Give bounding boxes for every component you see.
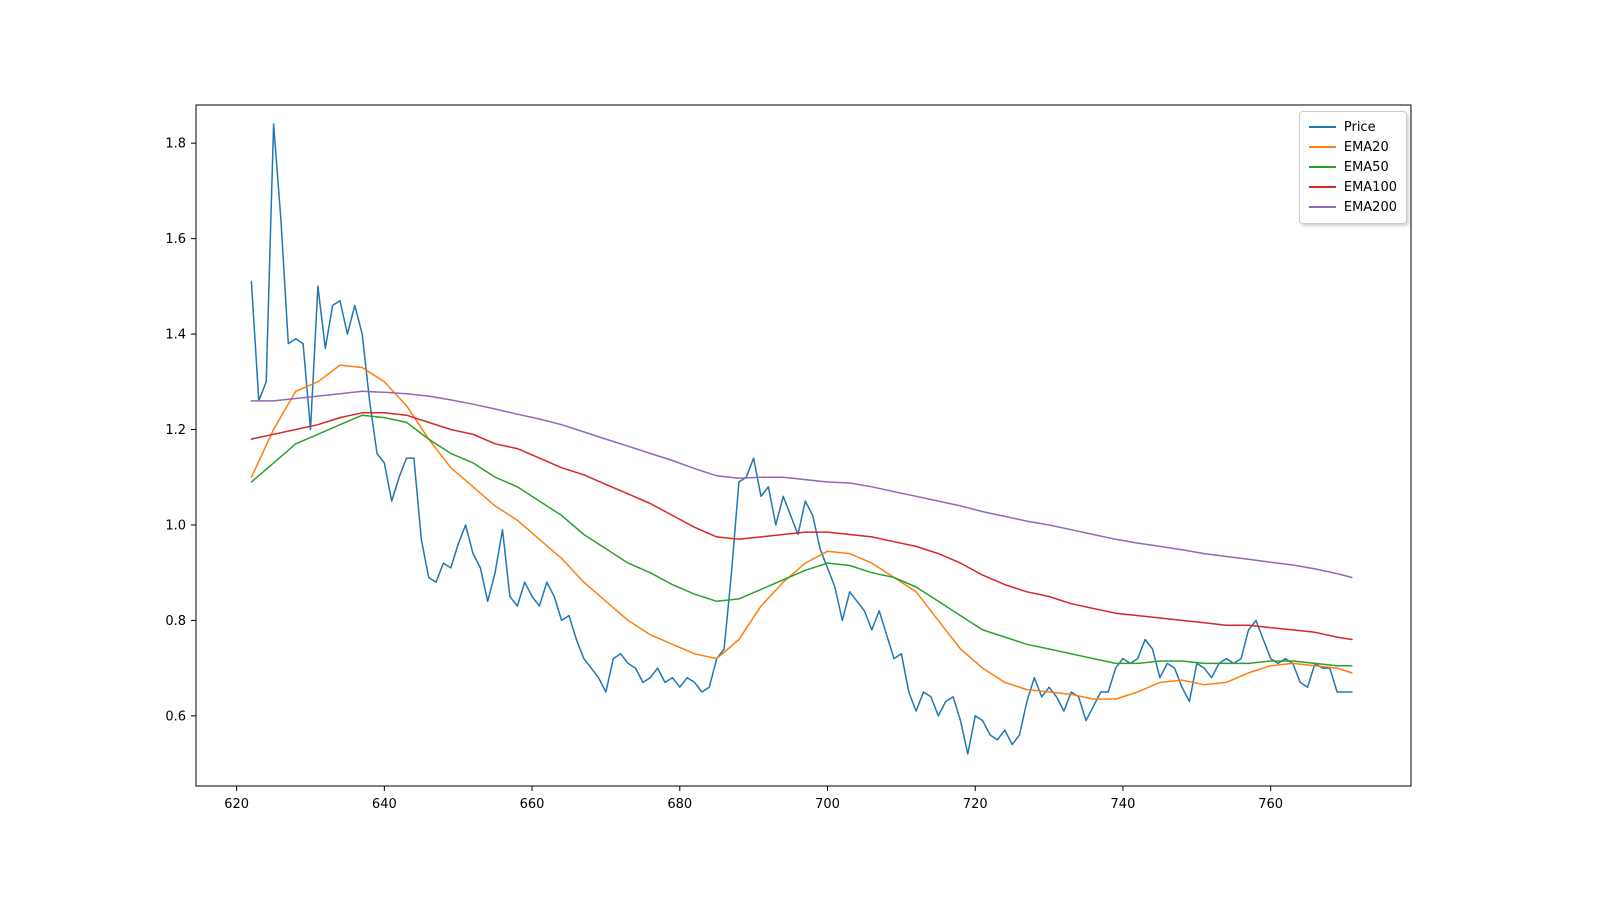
x-tick-label: 720 bbox=[963, 797, 988, 812]
legend-label-ema100: EMA100 bbox=[1343, 179, 1397, 195]
series-line-ema20 bbox=[250, 364, 1353, 700]
y-tick-label: 1.0 bbox=[165, 518, 186, 533]
legend-item-ema200: EMA200 bbox=[1308, 197, 1397, 217]
legend-item-price: Price bbox=[1308, 117, 1397, 137]
y-tick-label: 1.2 bbox=[165, 423, 186, 438]
legend-line-swatch-ema200 bbox=[1308, 206, 1336, 208]
series-line-ema200 bbox=[250, 390, 1353, 579]
x-tick-label: 640 bbox=[372, 797, 397, 812]
legend-item-ema50: EMA50 bbox=[1308, 157, 1397, 177]
legend-line-swatch-ema100 bbox=[1308, 186, 1336, 188]
y-tick-label: 0.8 bbox=[165, 614, 186, 629]
y-tick-label: 1.4 bbox=[165, 328, 186, 343]
series-line-ema100 bbox=[250, 412, 1353, 641]
y-tick-label: 1.8 bbox=[165, 137, 186, 152]
legend-label-ema50: EMA50 bbox=[1343, 159, 1389, 175]
series-line-price bbox=[250, 123, 1353, 755]
legend-label-ema20: EMA20 bbox=[1343, 139, 1389, 155]
x-tick-label: 740 bbox=[1111, 797, 1136, 812]
x-tick-label: 680 bbox=[667, 797, 692, 812]
axes-frame bbox=[195, 104, 1412, 787]
x-tick-label: 700 bbox=[815, 797, 840, 812]
legend-label-price: Price bbox=[1343, 119, 1376, 135]
x-tick-label: 660 bbox=[520, 797, 545, 812]
legend-item-ema20: EMA20 bbox=[1308, 137, 1397, 157]
y-tick-label: 0.6 bbox=[165, 709, 186, 724]
legend-line-swatch-ema50 bbox=[1308, 166, 1336, 168]
legend-label-ema200: EMA200 bbox=[1343, 199, 1397, 215]
y-tick-label: 1.6 bbox=[165, 232, 186, 247]
legend-item-ema100: EMA100 bbox=[1308, 177, 1397, 197]
x-tick-label: 620 bbox=[224, 797, 249, 812]
series-line-ema50 bbox=[250, 414, 1353, 667]
legend: Price EMA20 EMA50 EMA100 EMA200 bbox=[1298, 111, 1407, 224]
x-tick-label: 760 bbox=[1258, 797, 1283, 812]
legend-line-swatch-ema20 bbox=[1308, 146, 1336, 148]
legend-line-swatch-price bbox=[1308, 126, 1336, 128]
